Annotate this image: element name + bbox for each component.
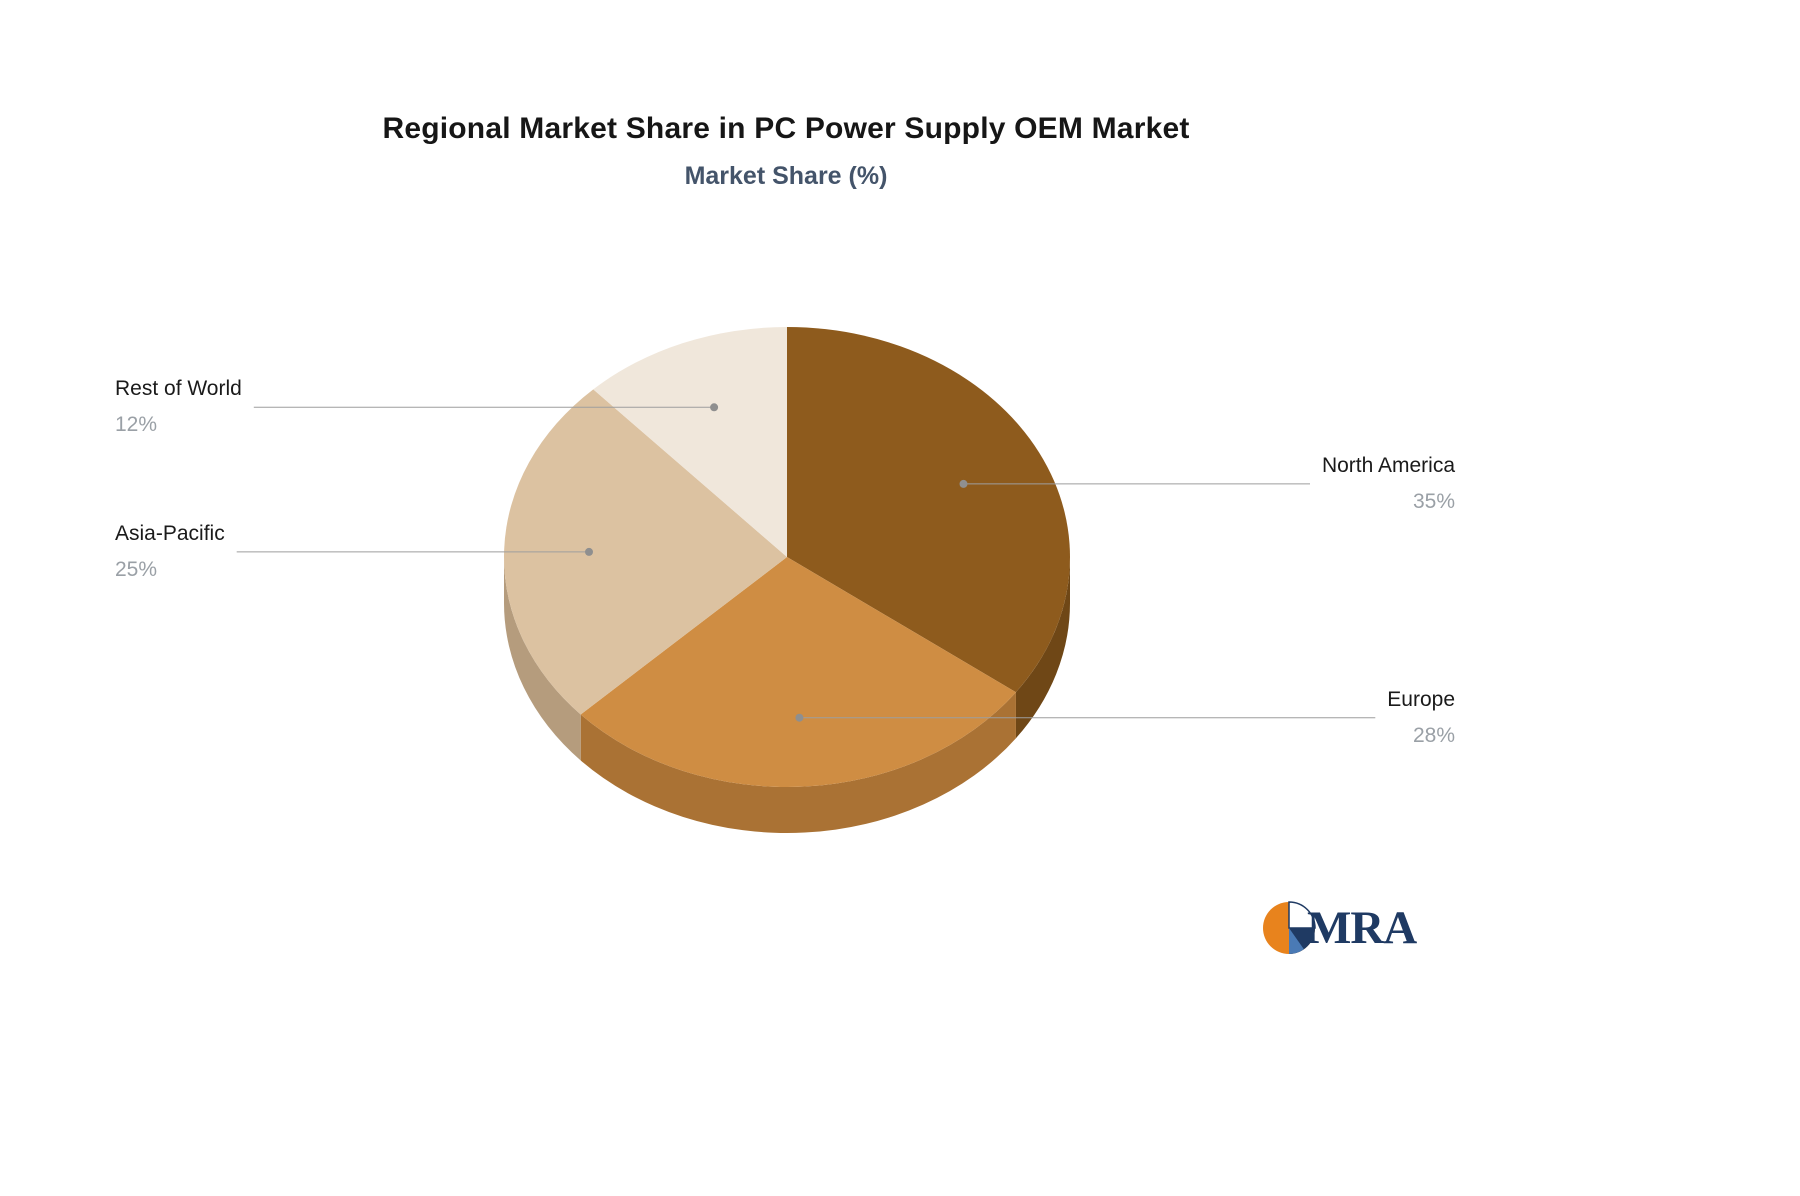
pie-slice-side-asia-pacific	[504, 557, 581, 761]
leader-dot	[959, 479, 968, 488]
pie-slice-asia-pacific	[503, 389, 787, 715]
pie-slice-side-north-america	[1015, 557, 1070, 739]
pie-slice-rest-of-world	[593, 327, 787, 557]
logo-text: MRA	[1307, 902, 1417, 954]
chart-subtitle: Market Share (%)	[684, 162, 888, 190]
leader-dot	[710, 403, 719, 412]
chart-header: Regional Market Share in PC Power Supply…	[0, 112, 1572, 191]
leader-dot	[585, 547, 593, 556]
pie-slice-europe	[580, 557, 1016, 788]
pie-slice-side-europe	[580, 692, 1016, 834]
logo: MRA	[1262, 901, 1417, 955]
chart-title: Regional Market Share in PC Power Supply…	[382, 112, 1190, 145]
pie-slice-north-america	[787, 327, 1070, 693]
logo-pie-icon	[1263, 901, 1316, 954]
leader-dot	[795, 713, 804, 722]
